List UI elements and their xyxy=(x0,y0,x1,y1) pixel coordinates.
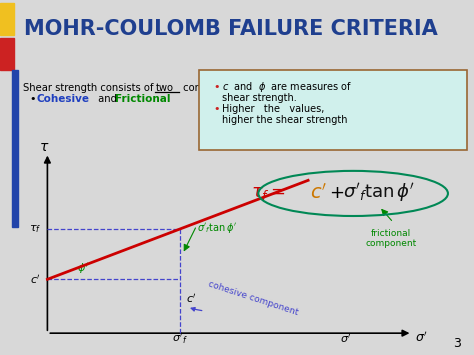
Text: $\sigma'_f$: $\sigma'_f$ xyxy=(172,332,188,346)
Text: $c'$: $c'$ xyxy=(310,182,327,203)
Text: $\sigma'$: $\sigma'$ xyxy=(415,330,428,345)
Text: MOHR-COULOMB FAILURE CRITERIA: MOHR-COULOMB FAILURE CRITERIA xyxy=(24,19,438,39)
Text: frictional
component: frictional component xyxy=(365,229,417,248)
Bar xyxy=(12,70,18,227)
Text: Higher   the   values,: Higher the values, xyxy=(222,104,324,114)
Text: two: two xyxy=(155,83,173,93)
Text: higher the shear strength: higher the shear strength xyxy=(222,115,347,125)
Text: •: • xyxy=(213,82,220,92)
Text: $c'$: $c'$ xyxy=(30,273,40,286)
Text: Shear strength consists of: Shear strength consists of xyxy=(23,83,156,93)
Text: and: and xyxy=(95,94,120,104)
Text: 3: 3 xyxy=(453,337,461,350)
Text: $+$: $+$ xyxy=(329,184,344,202)
Text: Cohesive: Cohesive xyxy=(37,94,90,104)
Text: shear strength.: shear strength. xyxy=(222,93,297,103)
Text: $\tau_f =$: $\tau_f =$ xyxy=(251,184,285,202)
Text: $\tau$: $\tau$ xyxy=(39,140,49,154)
Text: $\sigma'_f \tan\phi'$: $\sigma'_f \tan\phi'$ xyxy=(197,222,237,235)
Bar xyxy=(0,38,14,70)
Text: $\sigma'_f \tan\phi'$: $\sigma'_f \tan\phi'$ xyxy=(343,181,415,204)
Bar xyxy=(0,3,14,35)
FancyBboxPatch shape xyxy=(199,70,467,150)
Text: $c'$: $c'$ xyxy=(186,292,196,305)
Text: cohesive component: cohesive component xyxy=(191,279,300,317)
Text: $\phi'$: $\phi'$ xyxy=(77,261,90,276)
Text: •: • xyxy=(213,104,220,114)
Text: $\sigma'$: $\sigma'$ xyxy=(340,333,352,345)
Text: •: • xyxy=(29,94,36,104)
Text: $c$  and  $\phi$  are measures of: $c$ and $\phi$ are measures of xyxy=(222,80,352,94)
Text: Frictional: Frictional xyxy=(115,94,171,104)
Text: components:: components: xyxy=(180,83,248,93)
Text: $\tau_f$: $\tau_f$ xyxy=(29,223,41,235)
